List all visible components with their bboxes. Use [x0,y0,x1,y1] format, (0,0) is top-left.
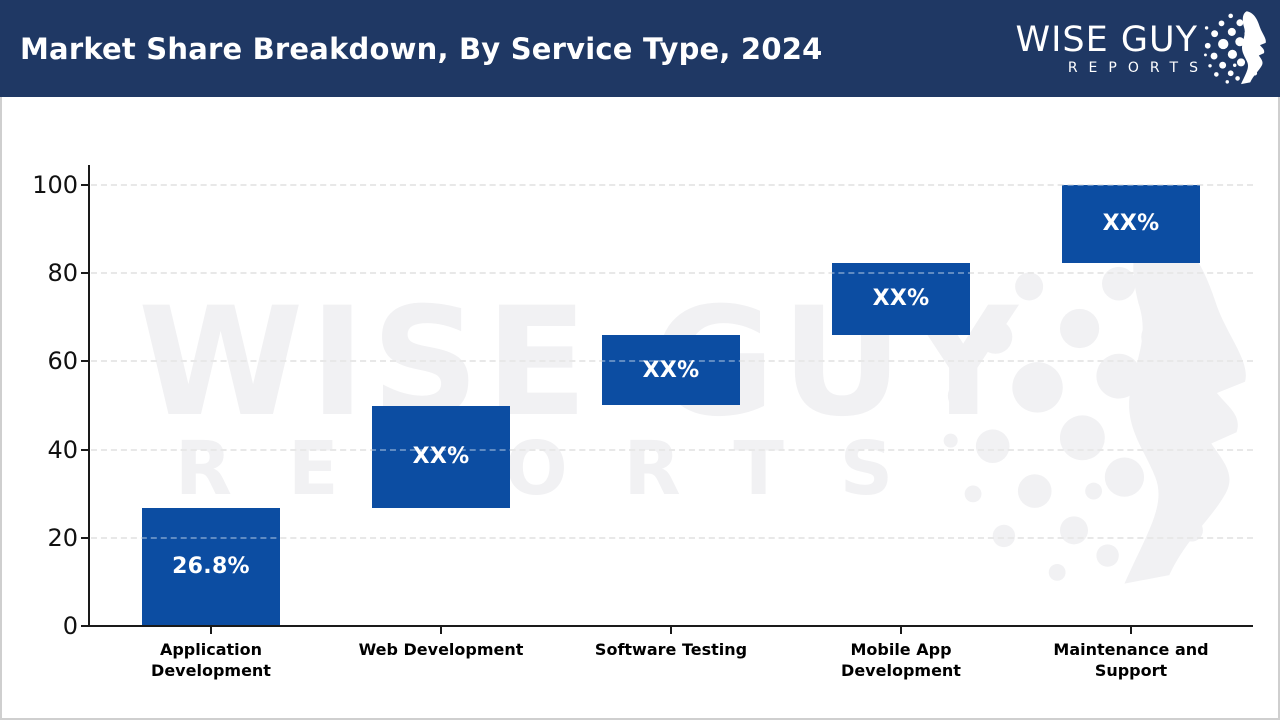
bar-value-label: XX% [642,357,700,383]
y-tick-label: 0 [62,612,78,640]
logo-wordmark: WISE GUY [1015,19,1198,60]
y-tick-label: 80 [47,259,78,288]
x-tick-mark [440,627,442,634]
page-title: Market Share Breakdown, By Service Type,… [20,31,823,66]
category-label-line: Development [841,661,961,680]
x-tick-mark [210,627,212,634]
y-tick-label: 20 [47,523,78,552]
y-tick-label: 100 [32,171,78,199]
x-tick-mark [1130,627,1132,634]
category-label-line: Mobile App [850,640,952,659]
category-label-line: Support [1094,661,1168,680]
y-tick-mark [81,272,88,275]
y-tick-mark [81,360,88,363]
category-label: Maintenance and Support [1021,639,1241,681]
gridline-overlay [91,272,1253,275]
y-tick-mark [81,536,88,539]
gridline-overlay [91,448,1253,451]
y-tick-mark [81,625,88,627]
gridline [91,536,1253,539]
logo-subtitle: REPORTS [1067,59,1209,76]
header-bar: Market Share Breakdown, By Service Type,… [0,0,1280,97]
wiseguy-logo: WISE GUY REPORTS [1015,6,1268,90]
x-axis-line [88,625,1253,627]
category-label-line: Application [159,640,263,659]
wiseguy-face-icon [1204,11,1266,85]
category-label: Mobile App Development [791,639,1011,681]
y-axis-line [88,165,90,627]
y-tick-mark [81,184,88,186]
bar-value-label: XX% [872,286,930,312]
x-tick-mark [670,627,672,634]
category-label: Application Development [101,639,321,681]
category-label-line: Software Testing [594,640,748,659]
gridline [91,184,1253,186]
category-label: Software Testing [561,639,781,660]
bar-segment: 26.8% [142,507,280,626]
bar-value-label: XX% [412,444,470,470]
gridline-overlay [91,536,1253,539]
category-label: Web Development [331,639,551,660]
category-label-line: Maintenance and [1053,640,1209,659]
gridline [91,272,1253,275]
y-tick-label: 60 [47,347,78,376]
gridline-overlay [91,360,1253,363]
bar-segment: XX% [372,405,510,508]
bar-segment: XX% [602,334,740,406]
x-tick-mark [900,627,902,634]
category-label-line: Web Development [358,640,524,659]
category-label-line: Development [151,661,271,680]
y-tick-label: 40 [47,435,78,464]
wiseguy-logo-text: WISE GUY REPORTS [1015,21,1198,76]
y-tick-mark [81,448,88,451]
gridline-overlay [91,184,1253,186]
bar-segment: XX% [832,262,970,335]
bar-value-label: XX% [1102,211,1160,237]
bar-value-label: 26.8% [172,554,250,580]
bar-segment: XX% [1062,185,1200,263]
gridline [91,448,1253,451]
watermark-subtitle: REPORTS [175,426,950,512]
